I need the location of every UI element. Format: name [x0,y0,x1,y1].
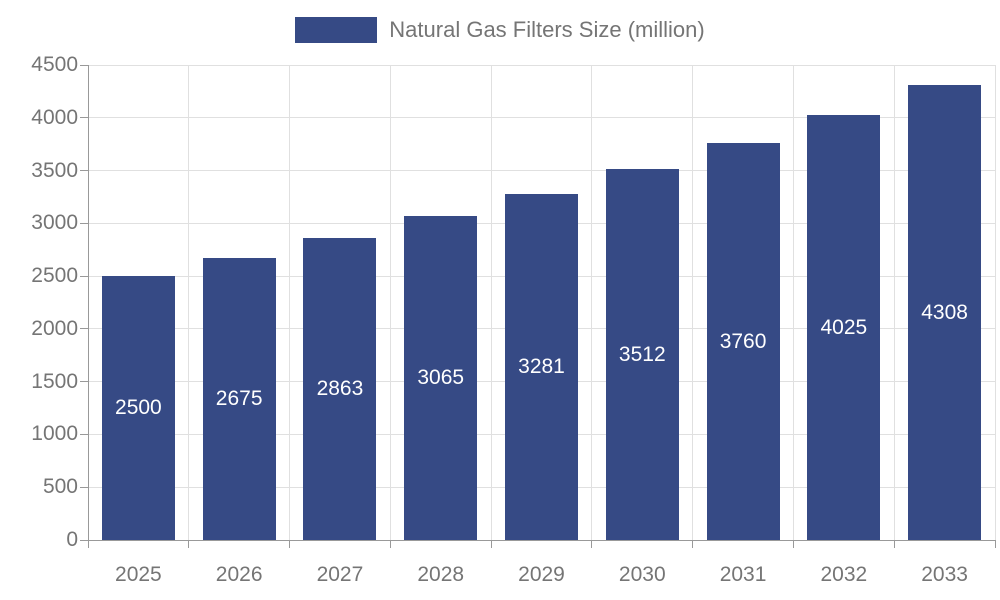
y-tick-mark [80,275,88,277]
x-axis-tick-label: 2032 [820,563,868,586]
y-axis-tick-label: 4500 [31,53,78,76]
x-axis-tick-label: 2028 [417,563,465,586]
v-gridline [692,65,694,540]
y-tick-mark [80,433,88,435]
x-tick-mark [289,540,291,548]
v-gridline [893,65,895,540]
y-axis-tick-label: 3500 [31,158,78,182]
y-tick-mark [80,486,88,488]
y-tick-mark [80,328,88,330]
x-tick-mark [994,540,996,548]
bar-value-label: 4308 [921,300,968,324]
bar [505,193,578,540]
bar-value-label: 2500 [115,396,162,420]
h-gridline [88,117,995,119]
bar-value-label: 3281 [518,354,565,378]
bar [605,169,679,540]
x-axis-tick-label: 2025 [115,563,162,586]
bar-value-label: 3512 [618,342,666,366]
x-axis-tick-label: 2026 [215,563,263,586]
x-tick-mark [792,540,794,548]
v-gridline [591,65,593,540]
x-tick-mark [893,540,895,548]
x-tick-mark [188,540,190,548]
v-gridline [389,65,391,540]
x-axis-tick-label: 2030 [618,563,666,586]
v-gridline [490,65,492,540]
y-tick-mark [80,539,88,541]
bar-value-label: 3065 [417,366,465,390]
y-axis-line [87,65,89,548]
bar-value-label: 4025 [820,315,868,339]
y-axis-tick-label: 1000 [31,422,78,446]
x-axis-line [88,539,995,541]
v-gridline [792,65,794,540]
x-axis-tick-label: 2031 [719,563,767,586]
v-gridline [994,65,996,540]
bar [101,276,175,540]
x-tick-mark [591,540,593,548]
y-axis-tick-label: 3000 [31,211,78,235]
y-axis-tick-label: 1500 [31,369,78,393]
bar [807,115,881,540]
bar [908,85,982,540]
y-axis-tick-label: 4000 [31,105,78,129]
bar-value-label: 2863 [316,376,364,400]
bar [404,216,478,540]
y-tick-mark [80,64,88,66]
x-tick-mark [490,540,492,548]
y-axis-tick-label: 0 [66,528,78,551]
x-tick-mark [389,540,391,548]
h-gridline [88,64,995,66]
x-axis-tick-label: 2033 [921,563,968,586]
chart-legend: Natural Gas Filters Size (million) [0,17,1000,43]
bar [303,237,377,540]
x-tick-mark [692,540,694,548]
legend-swatch-icon [295,17,378,43]
x-axis-tick-label: 2027 [316,563,364,586]
y-axis-tick-label: 2500 [31,264,78,288]
bar-value-label: 2675 [215,386,263,410]
y-axis-tick-label: 2000 [31,316,78,340]
v-gridline [289,65,291,540]
bar-value-label: 3760 [719,329,767,353]
h-gridline [88,170,995,172]
y-tick-mark [80,222,88,224]
y-axis-tick-label: 500 [42,475,78,499]
y-tick-mark [80,117,88,119]
bar [202,257,276,540]
legend-label: Natural Gas Filters Size (million) [389,17,705,42]
v-gridline [188,65,190,540]
bar [706,143,780,540]
y-tick-mark [80,381,88,383]
x-axis-tick-label: 2029 [518,563,565,586]
y-tick-mark [80,170,88,172]
